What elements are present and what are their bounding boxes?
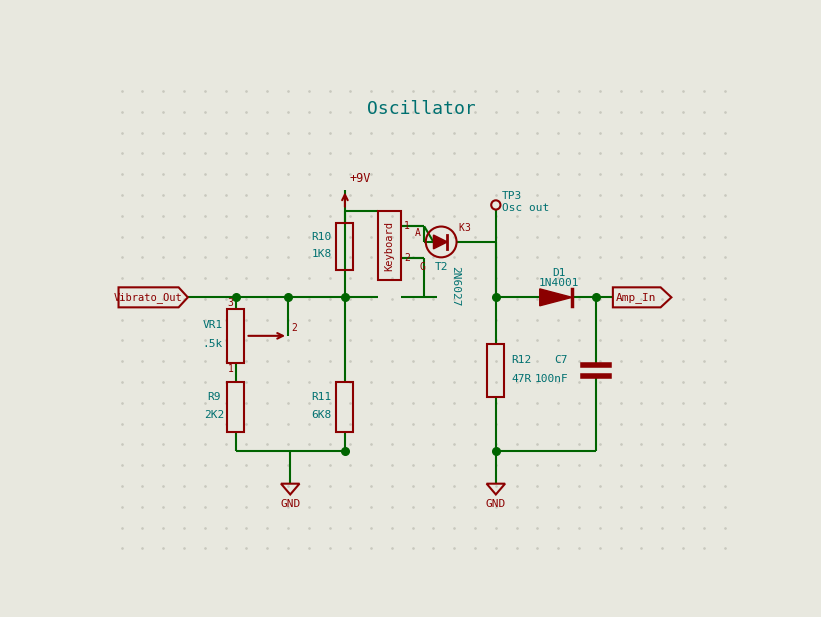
Bar (378, 211, 401, 280)
Polygon shape (539, 289, 572, 306)
Text: R11: R11 (312, 392, 332, 402)
Text: 3: 3 (464, 223, 470, 233)
Text: 1K8: 1K8 (312, 249, 332, 259)
Text: D1: D1 (553, 268, 566, 278)
Text: 47R: 47R (511, 373, 531, 384)
Text: 2: 2 (291, 323, 297, 333)
Text: 1: 1 (227, 364, 233, 374)
Text: A: A (415, 228, 421, 238)
Text: .5k: .5k (202, 339, 222, 349)
Text: Vibrato_Out: Vibrato_Out (114, 292, 183, 303)
Text: +9V: +9V (350, 172, 371, 185)
Text: G: G (420, 262, 425, 271)
Text: TP3: TP3 (502, 191, 522, 201)
Text: 1N4001: 1N4001 (539, 278, 580, 289)
Text: K: K (458, 223, 464, 233)
Text: 100nF: 100nF (534, 373, 568, 384)
Text: T2: T2 (434, 262, 448, 271)
Text: Osc out: Osc out (502, 203, 549, 213)
Bar (227, 309, 244, 363)
Text: GND: GND (486, 499, 506, 508)
Text: C7: C7 (555, 355, 568, 365)
Polygon shape (433, 235, 447, 249)
Text: R10: R10 (312, 232, 332, 242)
Text: 3: 3 (227, 298, 233, 308)
Text: Oscillator: Oscillator (367, 100, 475, 118)
Text: VR1: VR1 (202, 320, 222, 330)
Text: R9: R9 (207, 392, 221, 402)
Bar (337, 382, 353, 432)
Text: R12: R12 (511, 355, 531, 365)
Text: Amp_In: Amp_In (616, 292, 656, 303)
Bar (337, 223, 353, 270)
Text: 2N6027: 2N6027 (450, 267, 460, 307)
Text: 2: 2 (404, 252, 410, 262)
Bar (227, 382, 244, 432)
Text: Keyboard: Keyboard (384, 221, 395, 271)
Text: 6K8: 6K8 (312, 410, 332, 420)
Text: 1: 1 (404, 222, 410, 231)
Text: 2K2: 2K2 (204, 410, 224, 420)
Text: GND: GND (280, 499, 300, 508)
Bar (488, 344, 504, 397)
